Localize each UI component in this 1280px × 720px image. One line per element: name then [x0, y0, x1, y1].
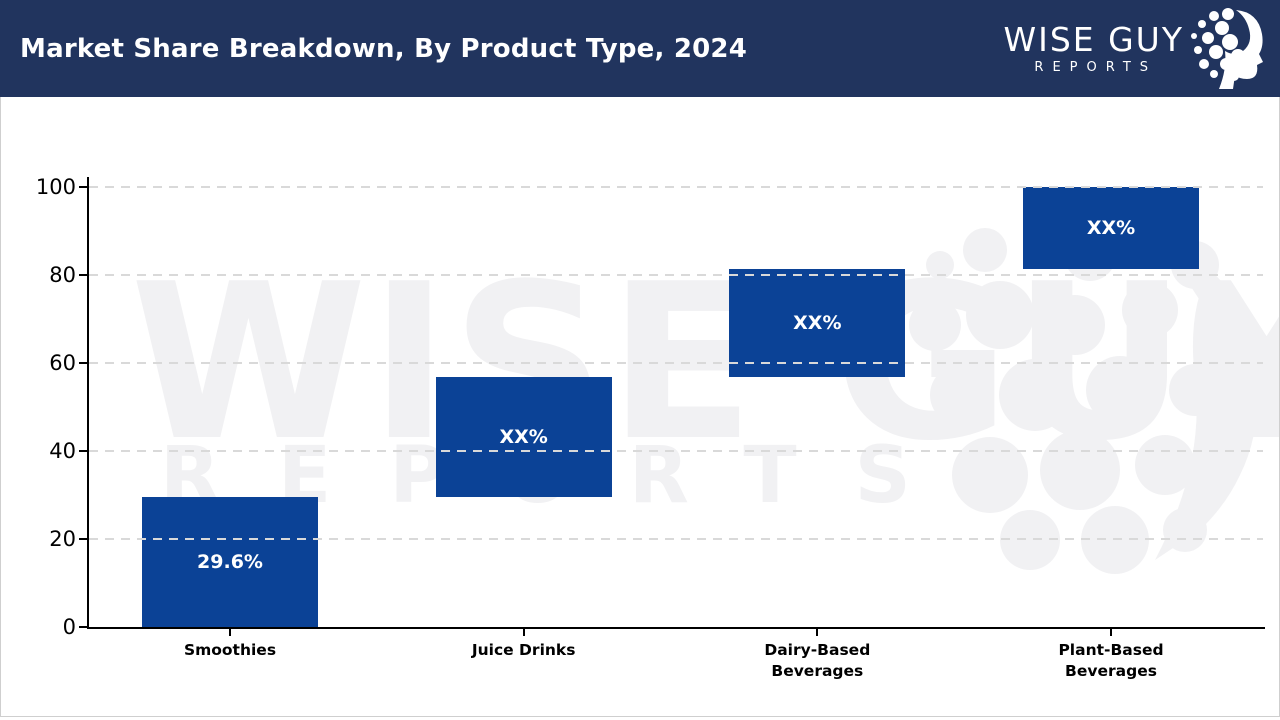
left-border — [0, 97, 1, 717]
gridline-80 — [89, 274, 1263, 276]
y-tick-mark — [79, 362, 87, 364]
x-axis-label: Plant-Based Beverages — [1058, 641, 1164, 680]
x-axis-line — [87, 627, 1265, 629]
x-tick-mark — [229, 629, 231, 636]
y-axis-label: 0 — [62, 615, 76, 639]
bar-juice-drinks: XX% — [435, 377, 612, 497]
y-axis-label: 20 — [49, 527, 76, 551]
bar-value-label: XX% — [793, 311, 842, 334]
bottom-border — [0, 716, 1280, 717]
x-axis-label: Juice Drinks — [471, 641, 576, 659]
gridline-60 — [89, 362, 1263, 364]
x-tick-mark — [1110, 629, 1112, 636]
bar-plant-based-beverages: XX% — [1023, 187, 1199, 269]
page-title: Market Share Breakdown, By Product Type,… — [20, 33, 747, 64]
brand-logo: WISE GUY REPORTS — [1003, 6, 1266, 92]
gridline-100 — [89, 186, 1263, 188]
x-axis-label: Smoothies — [183, 641, 277, 659]
header: Market Share Breakdown, By Product Type,… — [0, 0, 1280, 97]
brand-subtitle: REPORTS — [1034, 60, 1158, 75]
y-axis-label: 100 — [35, 175, 76, 199]
y-tick-mark — [79, 538, 87, 540]
y-tick-mark — [79, 626, 87, 628]
y-axis-label: 60 — [49, 351, 76, 375]
y-axis-label: 80 — [49, 263, 76, 287]
y-tick-mark — [79, 186, 87, 188]
bar-dairy-based-beverages: XX% — [729, 268, 906, 378]
brand-name: WISE GUY — [1003, 20, 1184, 59]
y-tick-mark — [79, 274, 87, 276]
x-tick-mark — [816, 629, 819, 636]
y-axis-line — [87, 177, 89, 628]
y-tick-mark — [79, 450, 87, 452]
gridline-20 — [89, 538, 1263, 540]
x-tick-mark — [522, 629, 525, 636]
bar-smoothies: 29.6% — [142, 496, 318, 627]
gridline-40 — [89, 450, 1263, 452]
bar-value-label: 29.6% — [197, 550, 263, 573]
brand-head-icon — [1191, 7, 1263, 89]
x-axis-label: Dairy-Based Beverages — [764, 641, 871, 680]
bar-value-label: XX% — [1086, 216, 1136, 239]
bar-value-label: XX% — [499, 425, 548, 448]
y-axis-label: 40 — [49, 439, 76, 463]
